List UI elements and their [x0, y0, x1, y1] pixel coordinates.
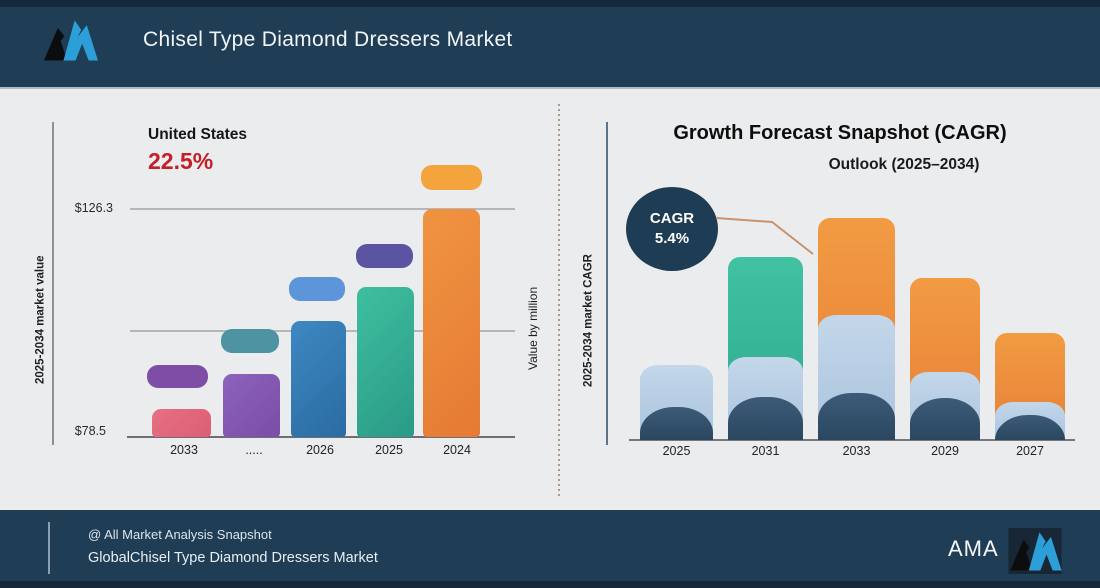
x-label-2027: 2027 — [1016, 444, 1044, 458]
bar-2025-segment-1 — [640, 407, 713, 440]
ama-logo-icon — [1008, 528, 1062, 574]
left-y-tick-top: $126.3 — [74, 201, 113, 215]
footer-divider-line — [48, 522, 50, 574]
x-label-2033: 2033 — [842, 444, 871, 458]
right-chart-title: Growth Forecast Snapshot (CAGR) — [673, 122, 1007, 144]
bar-cap-2026 — [289, 277, 345, 301]
page-title: Chisel Type Diamond Dressers Market — [143, 28, 513, 51]
bar-2024 — [423, 209, 480, 437]
x-label-2024: 2024 — [443, 443, 471, 457]
footer-bottom-shade — [0, 581, 1100, 588]
cagr-badge-label: CAGR — [649, 210, 695, 227]
x-label-.....: ..... — [245, 443, 263, 457]
left-y-axis-label: 2025-2034 market value — [34, 255, 47, 385]
x-label-2025: 2025 — [375, 443, 403, 457]
right-chart-subtitle: Outlook (2025–2034) — [828, 156, 980, 173]
x-label-2026: 2026 — [306, 443, 334, 457]
bar-cap-..... — [221, 329, 279, 353]
ama-logo-icon — [43, 20, 98, 61]
left-y-tick-bottom: $78.5 — [74, 424, 106, 438]
footer-brand-text: AMA — [948, 536, 999, 561]
x-label-2025: 2025 — [662, 444, 691, 458]
footer-attribution: @ All Market Analysis Snapshot — [88, 527, 272, 542]
region-label: United States — [148, 126, 248, 143]
x-label-2033: 2033 — [170, 443, 198, 457]
bar-2033-segment-2 — [818, 393, 895, 440]
header-top-shade — [0, 0, 1100, 7]
cagr-connector-line — [715, 217, 814, 255]
bar-..... — [223, 374, 280, 437]
bar-2029-segment-2 — [910, 398, 980, 440]
bar-2033 — [152, 409, 211, 437]
bar-cap-2024 — [421, 165, 482, 190]
header-bar: Chisel Type Diamond Dressers Market — [0, 0, 1100, 89]
cagr-badge-value: 5.4% — [654, 230, 690, 247]
right-y-axis-label: 2025-2034 market CAGR — [582, 254, 595, 387]
footer-bar: @ All Market Analysis Snapshot GlobalChi… — [0, 510, 1100, 588]
bar-2025 — [357, 287, 414, 437]
bar-2031-segment-2 — [728, 397, 803, 440]
right-x-axis-line — [629, 439, 1075, 441]
bar-cap-2025 — [356, 244, 413, 268]
x-label-2031: 2031 — [751, 444, 780, 458]
region-growth-value: 22.5% — [148, 148, 214, 174]
left-y-axis-line — [52, 122, 54, 445]
footer-report-name: GlobalChisel Type Diamond Dressers Marke… — [88, 550, 378, 566]
left-gridline-upper — [130, 208, 515, 210]
x-label-2029: 2029 — [931, 444, 959, 458]
bar-2026 — [291, 321, 346, 437]
panel-divider-dashed-line — [558, 104, 560, 497]
bar-cap-2033 — [147, 365, 208, 388]
cagr-badge: CAGR 5.4% — [626, 187, 718, 271]
left-x-axis-line — [127, 436, 515, 438]
middle-caption-value-by-million: Value by million — [526, 286, 540, 370]
right-y-axis-line — [606, 122, 608, 445]
